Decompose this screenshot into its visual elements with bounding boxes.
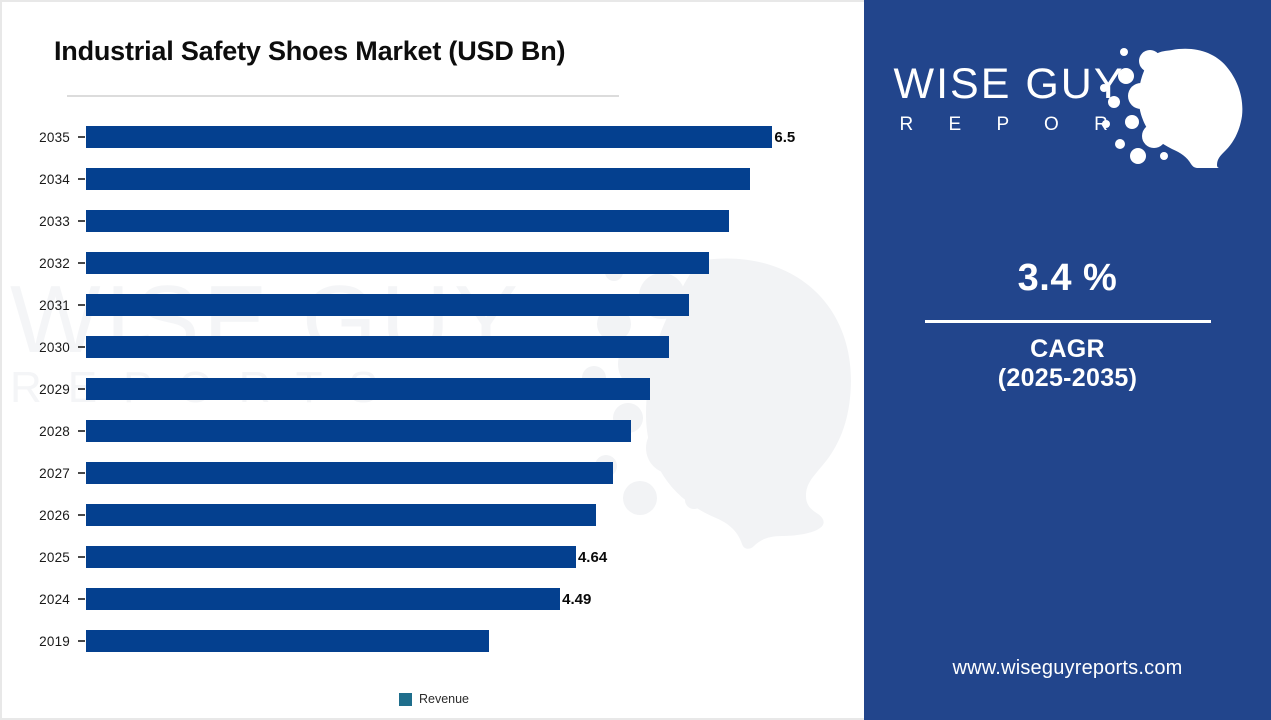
bar-revenue[interactable] [86,336,669,358]
y-axis-tick-label: 2033 [39,213,70,229]
bar-revenue[interactable] [86,546,576,568]
y-axis-tick-mark [78,136,85,138]
bar-rows: 2035 6.5 2034 2033 2032 2031 2030 2029 2028 2027 2… [2,112,864,657]
bar-row: 2035 6.5 [2,116,864,158]
y-axis-tick-mark [78,514,85,516]
bar-revenue[interactable] [86,588,561,610]
bar-row: 2029 [2,368,864,410]
legend-label-revenue: Revenue [418,692,470,706]
y-axis-tick-label: 2032 [39,255,70,271]
y-axis-tick-mark [78,346,85,348]
bar-revenue[interactable] [86,252,710,274]
y-axis-tick-label: 2027 [39,465,70,481]
bar-revenue[interactable] [86,504,597,526]
bar-revenue[interactable] [86,294,689,316]
cagr-label: CAGR (2025-2035) [864,335,1271,394]
cagr-value: 3.4 % [1017,257,1118,299]
y-axis-tick-mark [78,178,85,180]
legend-swatch-revenue [398,692,412,706]
chart-title: Industrial Safety Shoes Market (USD Bn) [54,36,566,66]
website-url: www.wiseguyreports.com [952,657,1183,679]
bar-row: 2027 [2,452,864,494]
bar-row: 2019 [2,620,864,662]
brand-logo-main: WISE GUY [893,60,1125,108]
plot-area: 2035 6.5 2034 2033 2032 2031 2030 2029 2028 2027 2… [2,112,864,657]
cagr-block: 3.4 % CAGR (2025-2035) [864,257,1271,394]
bar-row: 2031 [2,284,864,326]
bar-value-label: 6.5 [774,128,796,146]
chart-legend: Revenue [2,692,864,706]
y-axis-tick-mark [78,430,85,432]
y-axis-tick-label: 2035 [39,129,70,145]
bar-revenue[interactable] [86,378,650,400]
bar-row: 2028 [2,410,864,452]
y-axis-tick-label: 2031 [39,297,70,313]
y-axis-tick-label: 2028 [39,423,70,439]
bar-row: 2034 [2,158,864,200]
y-axis-tick-label: 2019 [39,633,70,649]
cagr-label-line2: (2025-2035) [997,364,1138,393]
y-axis-tick-mark [78,640,85,642]
wiseguy-head-icon [1099,48,1242,168]
bar-revenue[interactable] [86,126,773,148]
bar-row: 2030 [2,326,864,368]
bar-revenue[interactable] [86,630,490,652]
y-axis-tick-label: 2025 [39,549,70,565]
bar-revenue[interactable] [86,420,631,442]
bar-revenue[interactable] [86,462,613,484]
y-axis-tick-label: 2024 [39,591,70,607]
y-axis-tick-mark [78,556,85,558]
bar-row: 2033 [2,200,864,242]
y-axis-tick-mark [78,598,85,600]
bar-value-label: 4.49 [562,590,592,608]
bar-revenue[interactable] [86,210,730,232]
bar-value-label: 4.64 [577,548,608,566]
brand-panel: WISE GUY R E P O R T S [864,0,1271,720]
y-axis-tick-label: 2034 [39,171,70,187]
bar-row: 2024 4.49 [2,578,864,620]
bar-revenue[interactable] [86,168,751,190]
cagr-label-line1: CAGR [1030,334,1105,363]
y-axis-tick-label: 2029 [39,381,70,397]
title-divider [67,95,619,97]
y-axis-tick-label: 2030 [39,339,70,355]
cagr-divider [924,319,1211,323]
bar-row: 2032 [2,242,864,284]
y-axis-tick-label: 2026 [39,507,70,523]
y-axis-tick-mark [78,388,85,390]
y-axis-tick-mark [78,472,85,474]
y-axis-tick-mark [78,262,85,264]
bar-row: 2025 4.64 [2,536,864,578]
brand-logo: WISE GUY R E P O R T S [864,48,1271,168]
bar-row: 2026 [2,494,864,536]
y-axis-tick-mark [78,220,85,222]
y-axis-tick-mark [78,304,85,306]
